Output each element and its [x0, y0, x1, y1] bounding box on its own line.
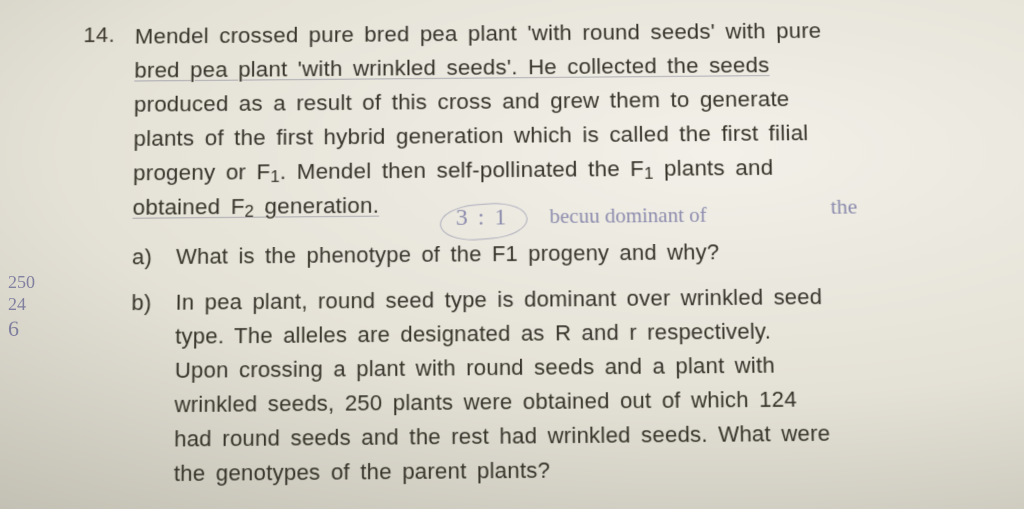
- part-b: b) In pea plant, round seed type is domi…: [129, 279, 984, 492]
- subscript: 2: [245, 202, 255, 221]
- subscript: 1: [644, 164, 654, 183]
- line: had round seeds and the rest had wrinkle…: [174, 421, 830, 452]
- part-b-label: b): [129, 285, 176, 491]
- intro-line-text: bred pea plant 'with wrinkled seeds'. He…: [134, 53, 769, 83]
- cutoff-line: results of F2 generation of: [332, 501, 986, 509]
- intro-line: progeny or F1. Mendel then self-pollinat…: [133, 155, 774, 185]
- line: wrinkled seeds, 250 plants were obtained…: [174, 386, 797, 417]
- part-a-text: What is the phenotype of the F1 progeny …: [176, 233, 976, 274]
- question-row: 14. Mendel crossed pure bred pea plant '…: [76, 13, 986, 509]
- subscript: 1: [270, 167, 280, 186]
- intro-line: Mendel crossed pure bred pea plant 'with…: [135, 18, 822, 48]
- line: Upon crossing a plant with round seeds a…: [175, 352, 775, 382]
- paper-sheet: 14. Mendel crossed pure bred pea plant '…: [5, 0, 1024, 509]
- frag: obtained F: [132, 194, 244, 220]
- intro-line: obtained F2 generation.: [132, 193, 379, 220]
- intro-line: bred pea plant 'with wrinkled seeds'. He…: [134, 53, 769, 83]
- question-number: 14.: [83, 20, 135, 48]
- frag: plants and: [653, 155, 773, 181]
- line: type. The alleles are designated as R an…: [175, 318, 771, 348]
- part-a-label: a): [132, 240, 176, 274]
- frag: progeny or F: [133, 159, 271, 185]
- part-a: a) What is the phenotype of the F1 proge…: [132, 233, 976, 274]
- intro-line: produced as a result of this cross and g…: [134, 86, 790, 116]
- photo-surface: 14. Mendel crossed pure bred pea plant '…: [0, 0, 1024, 509]
- margin-scribble: 24: [8, 294, 26, 315]
- question-intro: Mendel crossed pure bred pea plant 'with…: [128, 13, 985, 509]
- line: the genotypes of the parent plants?: [174, 458, 551, 487]
- margin-scribble: 6: [8, 316, 19, 342]
- intro-line: plants of the first hybrid generation wh…: [133, 120, 808, 150]
- part-b-text: In pea plant, round seed type is dominan…: [174, 279, 984, 492]
- frag: . Mendel then self-pollinated the F: [280, 156, 644, 184]
- frag: generation.: [254, 193, 379, 219]
- line: In pea plant, round seed type is dominan…: [175, 284, 822, 315]
- margin-scribble: 250: [8, 272, 35, 293]
